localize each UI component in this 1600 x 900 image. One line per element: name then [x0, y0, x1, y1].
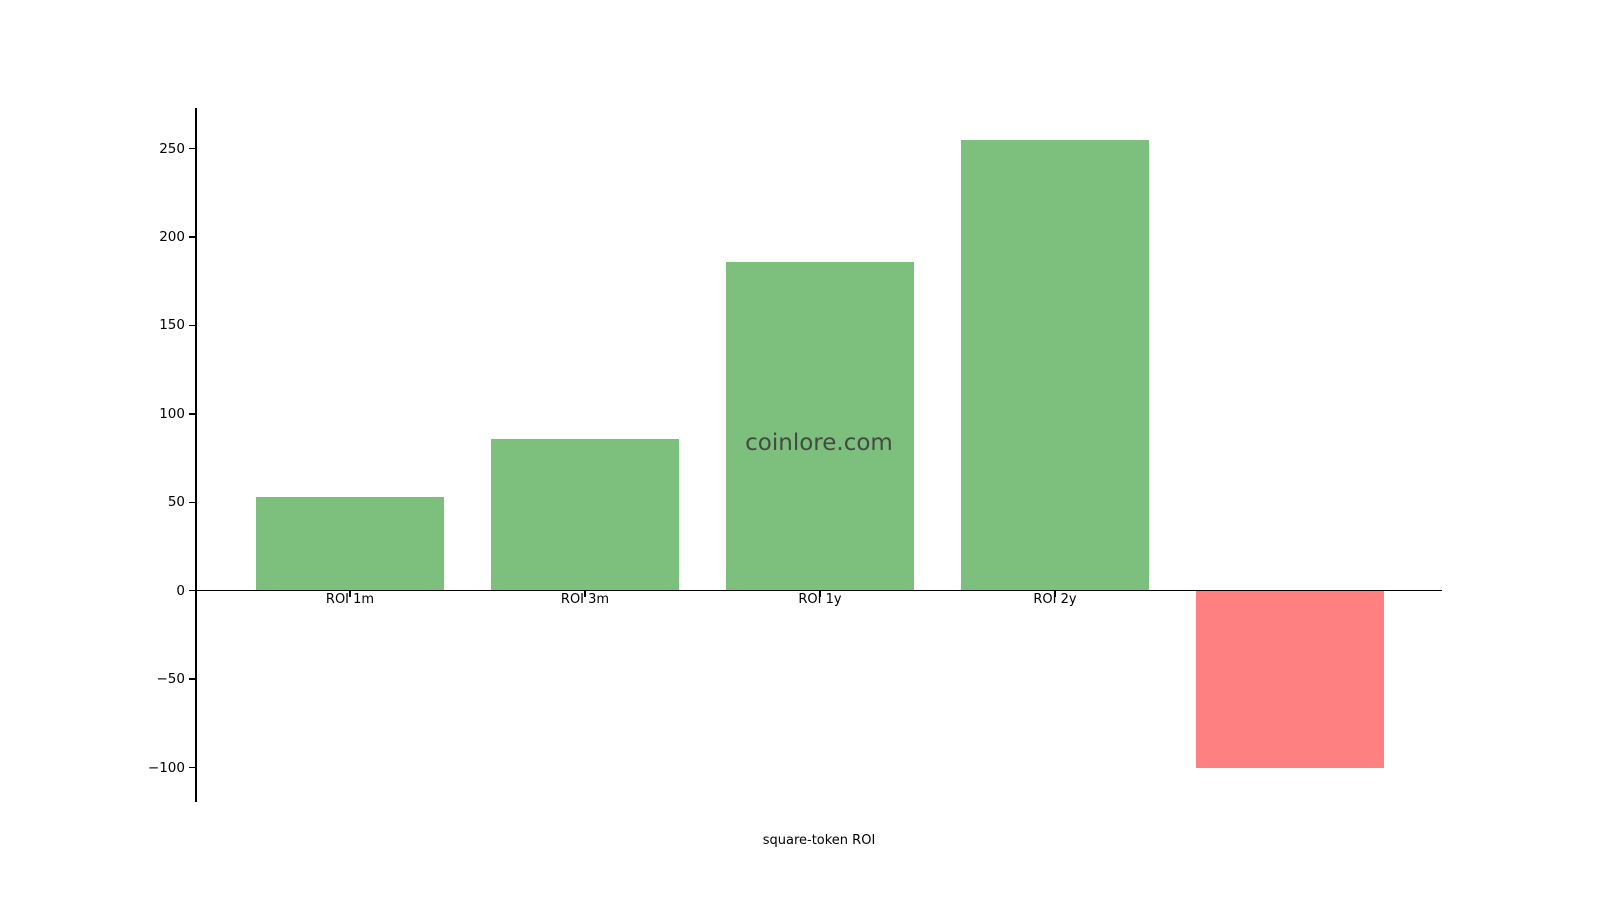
- y-tick-label: 150: [159, 317, 185, 334]
- x-tick-mark: [819, 590, 821, 597]
- bar-roi-2y: [961, 139, 1149, 591]
- chart-title: square-token ROI: [762, 833, 876, 848]
- x-tick-mark: [584, 590, 586, 597]
- y-tick-label: −50: [156, 671, 186, 688]
- y-tick-label: −100: [147, 759, 185, 776]
- x-tick-mark: [349, 590, 351, 597]
- y-tick-mark: [189, 147, 196, 150]
- y-tick-mark: [189, 589, 196, 592]
- x-tick-label: ROI 2y: [1033, 591, 1077, 607]
- y-tick-mark: [189, 766, 196, 769]
- x-axis-line: [195, 589, 1442, 592]
- y-tick-label: 0: [176, 582, 185, 599]
- x-tick-mark: [1054, 590, 1056, 597]
- y-tick-mark: [189, 413, 196, 415]
- watermark: coinlore.com: [745, 430, 893, 456]
- y-tick-label: 200: [159, 229, 185, 246]
- bar-roi-3m: [491, 438, 679, 591]
- y-tick-label: 100: [159, 405, 185, 422]
- y-tick-mark: [189, 236, 196, 238]
- x-tick-label: ROI 1m: [325, 591, 375, 607]
- y-tick-mark: [189, 678, 196, 680]
- y-tick-label: 50: [167, 494, 185, 511]
- bar-roi-1m: [256, 496, 444, 591]
- bar-roi-1y: [726, 261, 914, 591]
- y-tick-label: 250: [159, 140, 185, 157]
- x-tick-label: ROI 1y: [798, 591, 842, 607]
- y-tick-mark: [189, 324, 196, 327]
- y-axis-spine: [195, 108, 197, 802]
- bar-negative: [1196, 590, 1384, 768]
- y-tick-mark: [189, 501, 196, 504]
- x-tick-label: ROI 3m: [560, 591, 610, 607]
